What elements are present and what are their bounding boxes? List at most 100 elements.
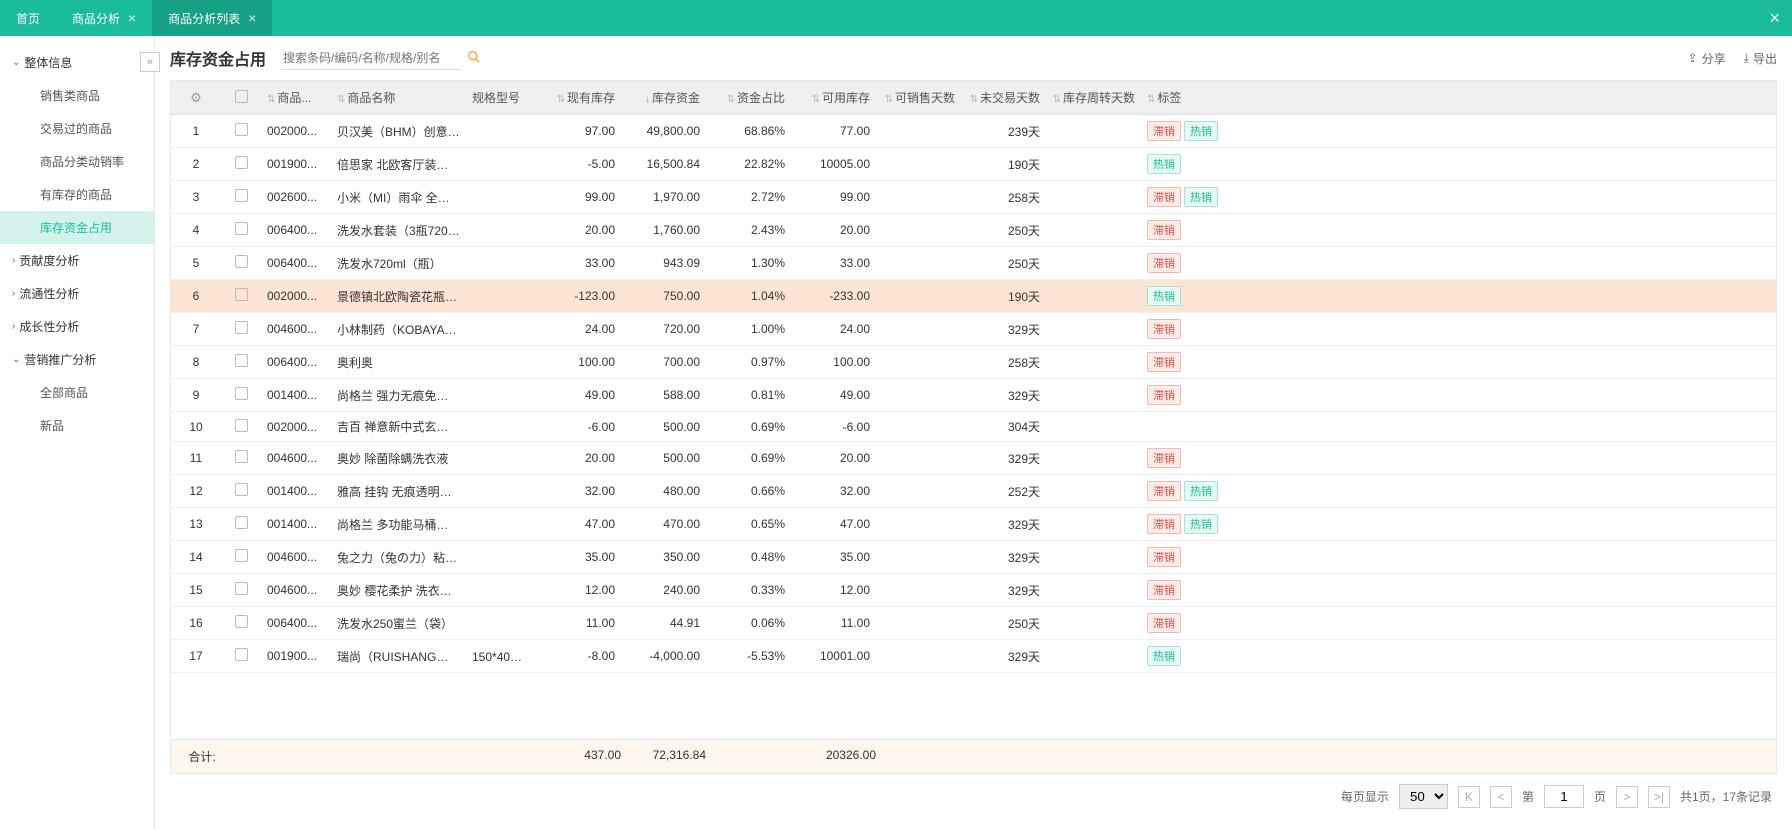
per-page-select[interactable]: 50 bbox=[1399, 784, 1448, 809]
export-button[interactable]: ⤓ 导出 bbox=[1744, 50, 1777, 67]
tag-hot: 热销 bbox=[1184, 514, 1218, 534]
cell-checkbox[interactable] bbox=[221, 412, 261, 442]
table-row[interactable]: 13001400...尚格兰 多功能马桶刷套装 带47.00470.000.65… bbox=[171, 508, 1776, 541]
table-row[interactable]: 16006400...洗发水250蜜兰（袋）11.0044.910.06%11.… bbox=[171, 607, 1776, 640]
table-row[interactable]: 5006400...洗发水720ml（瓶）33.00943.091.30%33.… bbox=[171, 247, 1776, 280]
column-checkbox[interactable] bbox=[221, 81, 261, 115]
table-row[interactable]: 11004600...奥妙 除菌除螨洗衣液20.00500.000.69%20.… bbox=[171, 442, 1776, 475]
cell-checkbox[interactable] bbox=[221, 640, 261, 673]
chevron-down-icon: ⌄ bbox=[12, 57, 20, 68]
table-row[interactable]: 7004600...小林制药（KOBAYASHI）日24.00720.001.0… bbox=[171, 313, 1776, 346]
table-row[interactable]: 1002000...贝汉美（BHM）创意北欧风97.0049,800.0068.… bbox=[171, 115, 1776, 148]
cell-checkbox[interactable] bbox=[221, 475, 261, 508]
table-row[interactable]: 14004600...兔之力（兔の力）粘毛器粘35.00350.000.48%3… bbox=[171, 541, 1776, 574]
column-avail[interactable]: 可用库存 bbox=[791, 81, 876, 115]
page-next-button[interactable]: > bbox=[1616, 786, 1638, 808]
table-row[interactable]: 8006400...奥利奥100.00700.000.97%100.00258天… bbox=[171, 346, 1776, 379]
sidebar-item[interactable]: 全部商品 bbox=[0, 376, 154, 409]
table-row[interactable]: 3002600...小米（MI）雨伞 全自动折叠99.001,970.002.7… bbox=[171, 181, 1776, 214]
cell-checkbox[interactable] bbox=[221, 442, 261, 475]
checkbox-icon bbox=[235, 288, 248, 301]
cell-pct: 0.48% bbox=[706, 541, 791, 574]
nav-group-title[interactable]: ›流通性分析 bbox=[0, 277, 154, 310]
sidebar-item[interactable]: 销售类商品 bbox=[0, 79, 154, 112]
column-notrade[interactable]: 未交易天数 bbox=[961, 81, 1046, 115]
cell-checkbox[interactable] bbox=[221, 148, 261, 181]
pagination-summary: 共1页，17条记录 bbox=[1680, 788, 1772, 805]
cell-checkbox[interactable] bbox=[221, 313, 261, 346]
page-first-button[interactable]: K bbox=[1458, 786, 1480, 808]
cell-checkbox[interactable] bbox=[221, 574, 261, 607]
table-row[interactable]: 6002000...景德镇北欧陶瓷花瓶摆件 仿-123.00750.001.04… bbox=[171, 280, 1776, 313]
tag-slow: 滞销 bbox=[1147, 481, 1181, 501]
table-row[interactable]: 12001400...雅高 挂钩 无痕透明粘钩 强力32.00480.000.6… bbox=[171, 475, 1776, 508]
chevron-down-icon: ⌄ bbox=[12, 354, 20, 365]
search-input[interactable] bbox=[281, 47, 461, 70]
cell-avail: 20.00 bbox=[791, 442, 876, 475]
cell-index: 3 bbox=[171, 181, 221, 214]
share-button[interactable]: ⇪ 分享 bbox=[1688, 50, 1726, 67]
cell-checkbox[interactable] bbox=[221, 115, 261, 148]
cell-avail: 24.00 bbox=[791, 313, 876, 346]
cell-checkbox[interactable] bbox=[221, 247, 261, 280]
column-sdays[interactable]: 可销售天数 bbox=[876, 81, 961, 115]
cell-fund: 16,500.84 bbox=[621, 148, 706, 181]
sidebar-item[interactable]: 交易过的商品 bbox=[0, 112, 154, 145]
table-row[interactable]: 2001900...倍思家 北欧客厅装饰画卧室-5.0016,500.8422.… bbox=[171, 148, 1776, 181]
nav-group-title[interactable]: ⌄整体信息 bbox=[0, 46, 154, 79]
cell-checkbox[interactable] bbox=[221, 541, 261, 574]
sidebar-collapse-button[interactable]: « bbox=[140, 52, 160, 72]
column-stock[interactable]: 现有库存 bbox=[536, 81, 621, 115]
tab[interactable]: 商品分析列表× bbox=[152, 0, 272, 36]
table-row[interactable]: 4006400...洗发水套装（3瓶720ml+1瓶20.001,760.002… bbox=[171, 214, 1776, 247]
page-prev-button[interactable]: < bbox=[1490, 786, 1512, 808]
sidebar-item[interactable]: 新品 bbox=[0, 409, 154, 442]
cell-checkbox[interactable] bbox=[221, 181, 261, 214]
tab[interactable]: 首页 bbox=[0, 0, 56, 36]
cell-name: 贝汉美（BHM）创意北欧风 bbox=[331, 115, 466, 148]
cell-turn bbox=[1046, 214, 1141, 247]
column-pct[interactable]: 资金占比 bbox=[706, 81, 791, 115]
cell-stock: 20.00 bbox=[536, 214, 621, 247]
table-row[interactable]: 9001400...尚格兰 强力无痕免打孔浴室49.00588.000.81%4… bbox=[171, 379, 1776, 412]
cell-checkbox[interactable] bbox=[221, 214, 261, 247]
cell-stock: 33.00 bbox=[536, 247, 621, 280]
nav-group-title[interactable]: ›贡献度分析 bbox=[0, 244, 154, 277]
cell-avail: 10001.00 bbox=[791, 640, 876, 673]
cell-checkbox[interactable] bbox=[221, 346, 261, 379]
cell-checkbox[interactable] bbox=[221, 607, 261, 640]
checkbox-icon bbox=[235, 156, 248, 169]
column-code[interactable]: 商品... bbox=[261, 81, 331, 115]
cell-checkbox[interactable] bbox=[221, 508, 261, 541]
topbar-close-icon[interactable]: × bbox=[1769, 8, 1780, 29]
table-row[interactable]: 10002000...吉百 禅意新中式玄关摆件客-6.00500.000.69%… bbox=[171, 412, 1776, 442]
column-settings[interactable]: ⚙ bbox=[171, 81, 221, 115]
cell-turn bbox=[1046, 640, 1141, 673]
tab-close-icon[interactable]: × bbox=[128, 11, 136, 25]
page-last-button[interactable]: >| bbox=[1648, 786, 1670, 808]
column-turn[interactable]: 库存周转天数 bbox=[1046, 81, 1141, 115]
search-icon[interactable] bbox=[467, 50, 481, 67]
table-row[interactable]: 15004600...奥妙 樱花柔护 洗衣凝珠 10颗12.00240.000.… bbox=[171, 574, 1776, 607]
checkbox-icon bbox=[235, 450, 248, 463]
cell-checkbox[interactable] bbox=[221, 379, 261, 412]
page-input[interactable] bbox=[1544, 785, 1584, 808]
nav-group-title[interactable]: ›成长性分析 bbox=[0, 310, 154, 343]
cell-code: 002000... bbox=[261, 412, 331, 442]
sidebar-item[interactable]: 有库存的商品 bbox=[0, 178, 154, 211]
checkbox-icon bbox=[235, 354, 248, 367]
summary-avail: 20326.00 bbox=[797, 748, 882, 765]
column-fund[interactable]: 库存资金 bbox=[621, 81, 706, 115]
tab-close-icon[interactable]: × bbox=[248, 11, 256, 25]
sidebar-item[interactable]: 库存资金占用 bbox=[0, 211, 154, 244]
cell-stock: -6.00 bbox=[536, 412, 621, 442]
cell-checkbox[interactable] bbox=[221, 280, 261, 313]
column-tags[interactable]: 标签 bbox=[1141, 81, 1776, 115]
cell-sdays bbox=[876, 442, 961, 475]
nav-group-title[interactable]: ⌄营销推广分析 bbox=[0, 343, 154, 376]
column-spec[interactable]: 规格型号 bbox=[466, 81, 536, 115]
table-row[interactable]: 17001900...瑞尚（RUISHANG） 卧室床150*40厘米-8.00… bbox=[171, 640, 1776, 673]
tab[interactable]: 商品分析× bbox=[56, 0, 152, 36]
column-name[interactable]: 商品名称 bbox=[331, 81, 466, 115]
sidebar-item[interactable]: 商品分类动销率 bbox=[0, 145, 154, 178]
